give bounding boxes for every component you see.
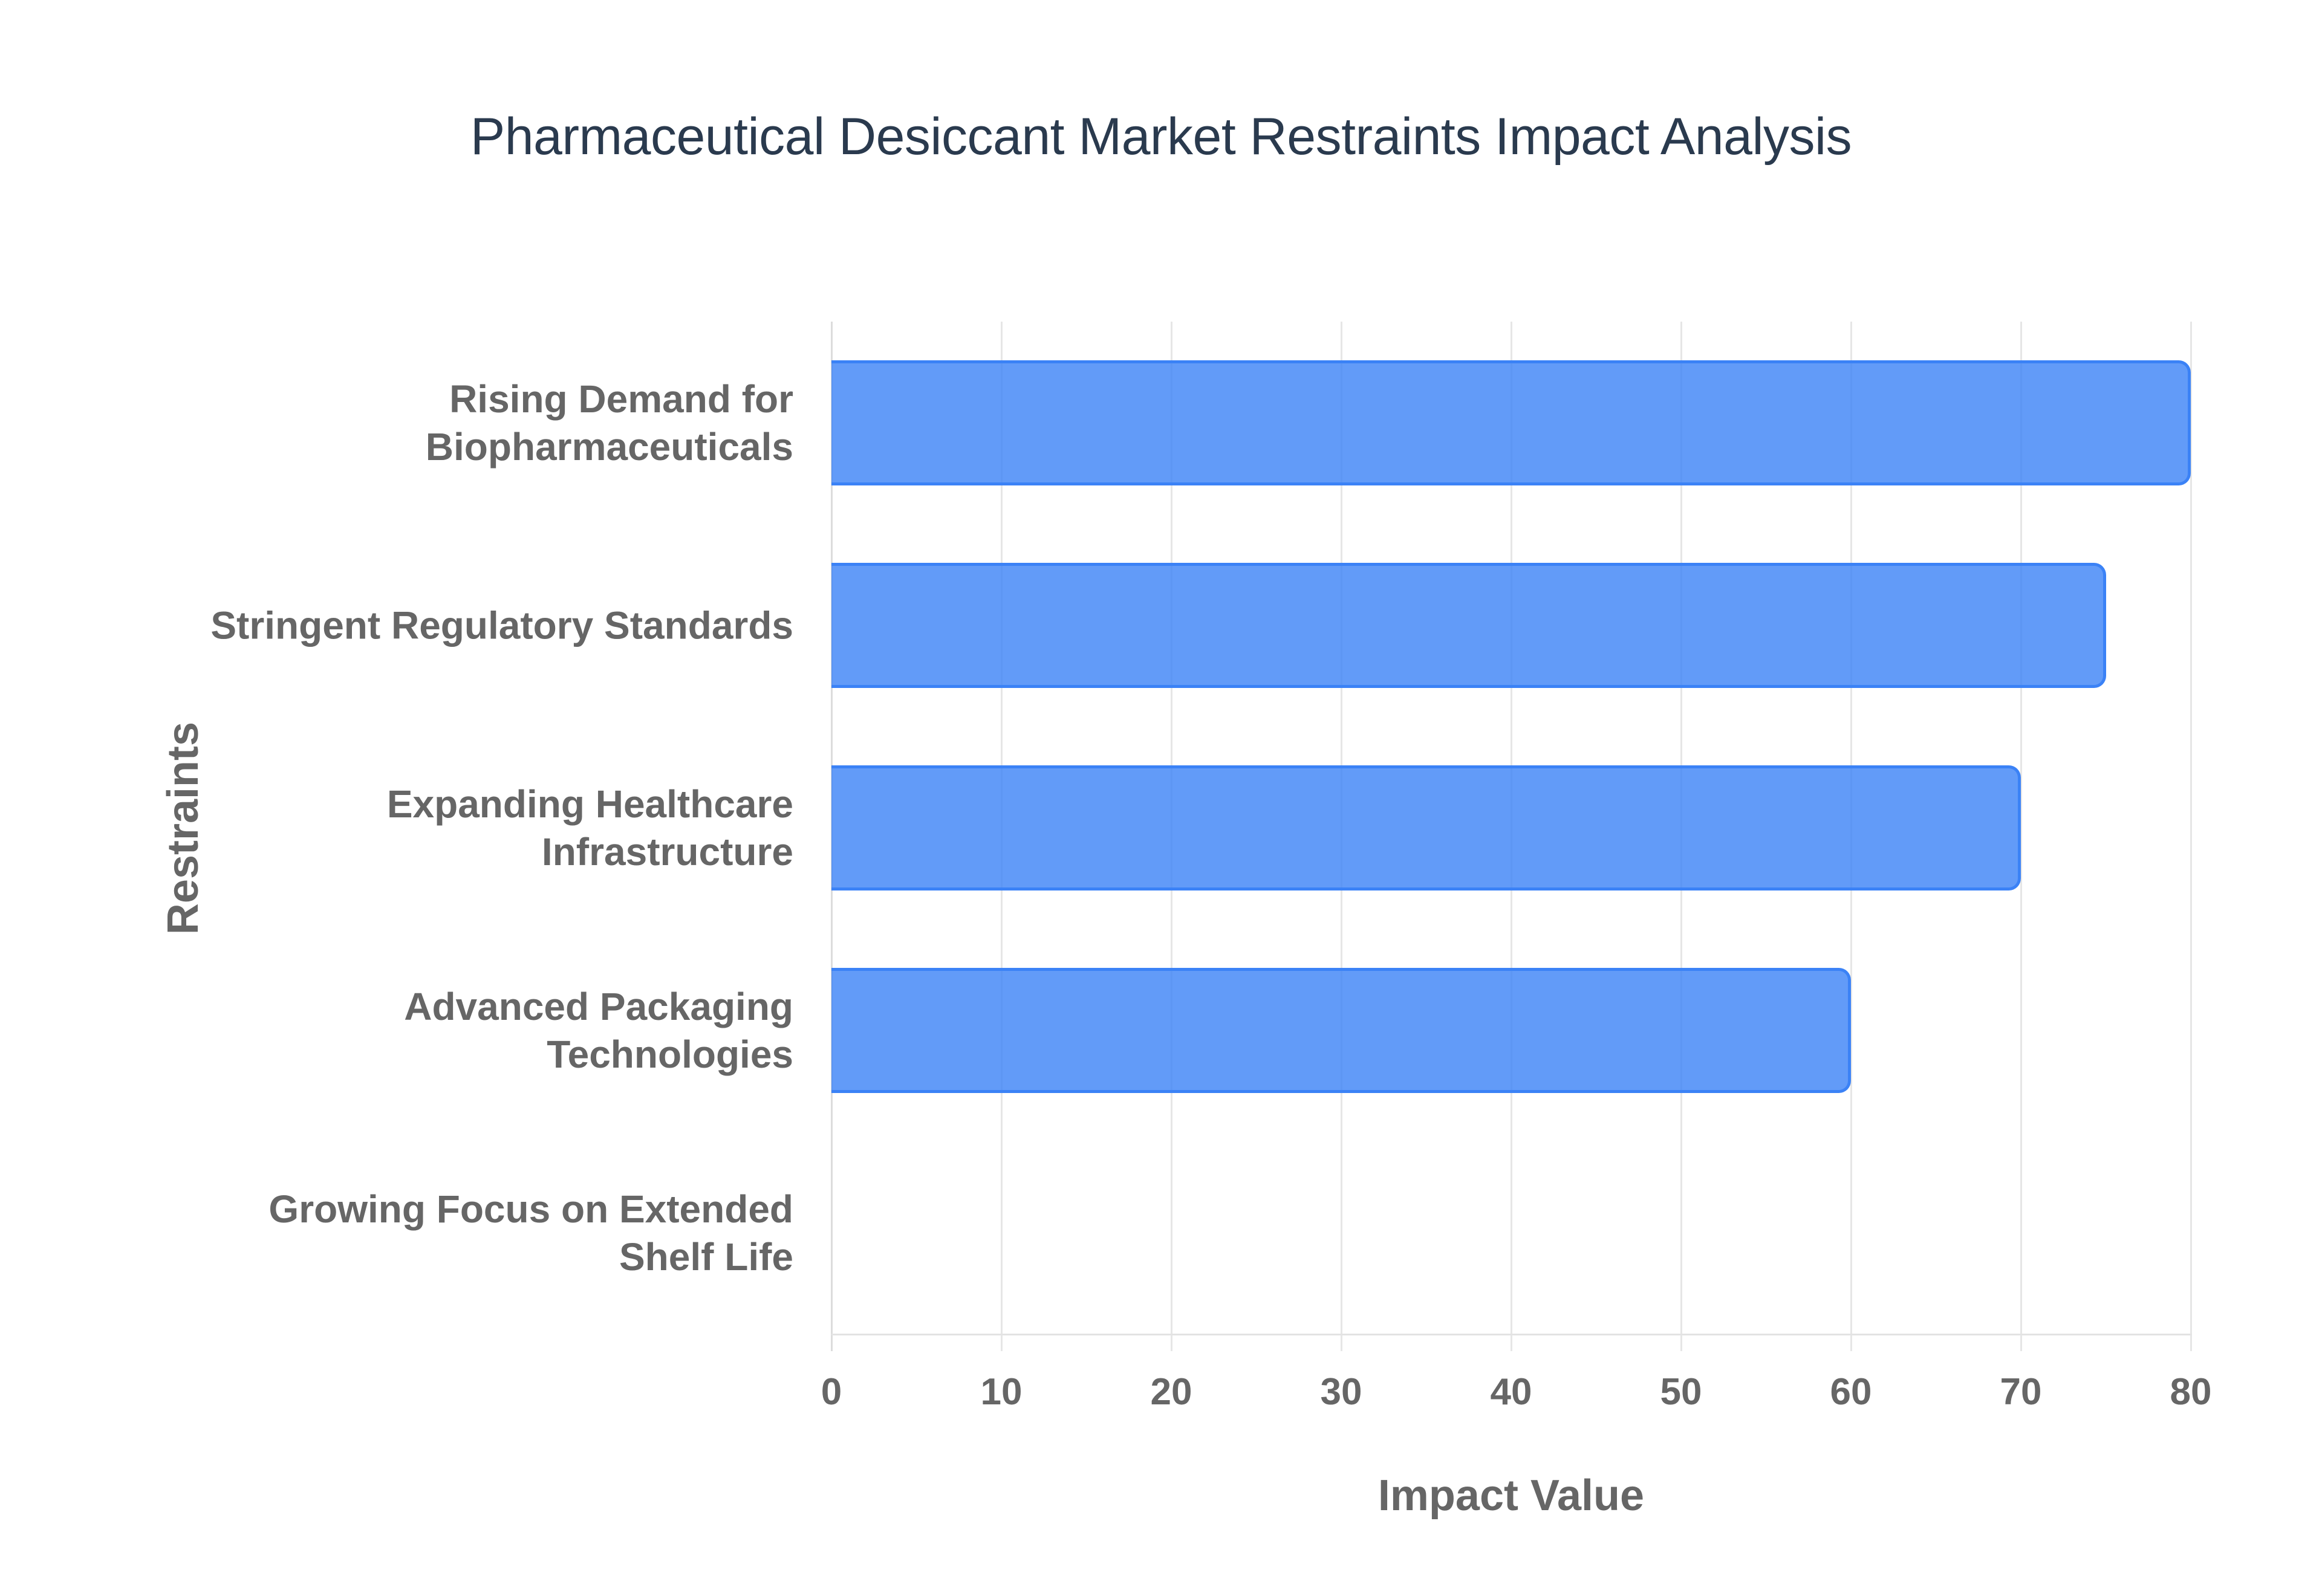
x-axis-title: Impact Value — [1377, 1471, 1645, 1520]
gridline — [2020, 322, 2022, 1351]
x-tick-label: 70 — [2000, 1371, 2042, 1413]
x-axis-line — [831, 1334, 2192, 1335]
x-tick-label: 0 — [821, 1371, 842, 1413]
y-category-label: Advanced Packaging Technologies — [404, 984, 793, 1076]
x-tick-label: 80 — [2170, 1371, 2212, 1413]
y-category-label: Growing Focus on Extended Shelf Life — [268, 1187, 793, 1279]
y-category-label: Stringent Regulatory Standards — [210, 603, 793, 647]
y-category-label: Rising Demand for Biopharmaceuticals — [425, 377, 793, 469]
x-tick-label: 20 — [1150, 1371, 1192, 1413]
plot-area — [831, 322, 2192, 1351]
chart-title: Pharmaceutical Desiccant Market Restrain… — [470, 108, 1852, 166]
bar[interactable] — [831, 360, 2191, 485]
bar[interactable] — [831, 765, 2021, 890]
x-tick-label: 50 — [1660, 1371, 1702, 1413]
gridline — [2190, 322, 2192, 1351]
x-tick-label: 10 — [980, 1371, 1023, 1413]
x-tick-label: 40 — [1490, 1371, 1532, 1413]
bar[interactable] — [831, 563, 2106, 688]
bar[interactable] — [831, 968, 1851, 1093]
x-tick-label: 60 — [1830, 1371, 1872, 1413]
y-category-label: Expanding Healthcare Infrastructure — [386, 782, 793, 874]
x-tick-label: 30 — [1320, 1371, 1362, 1413]
